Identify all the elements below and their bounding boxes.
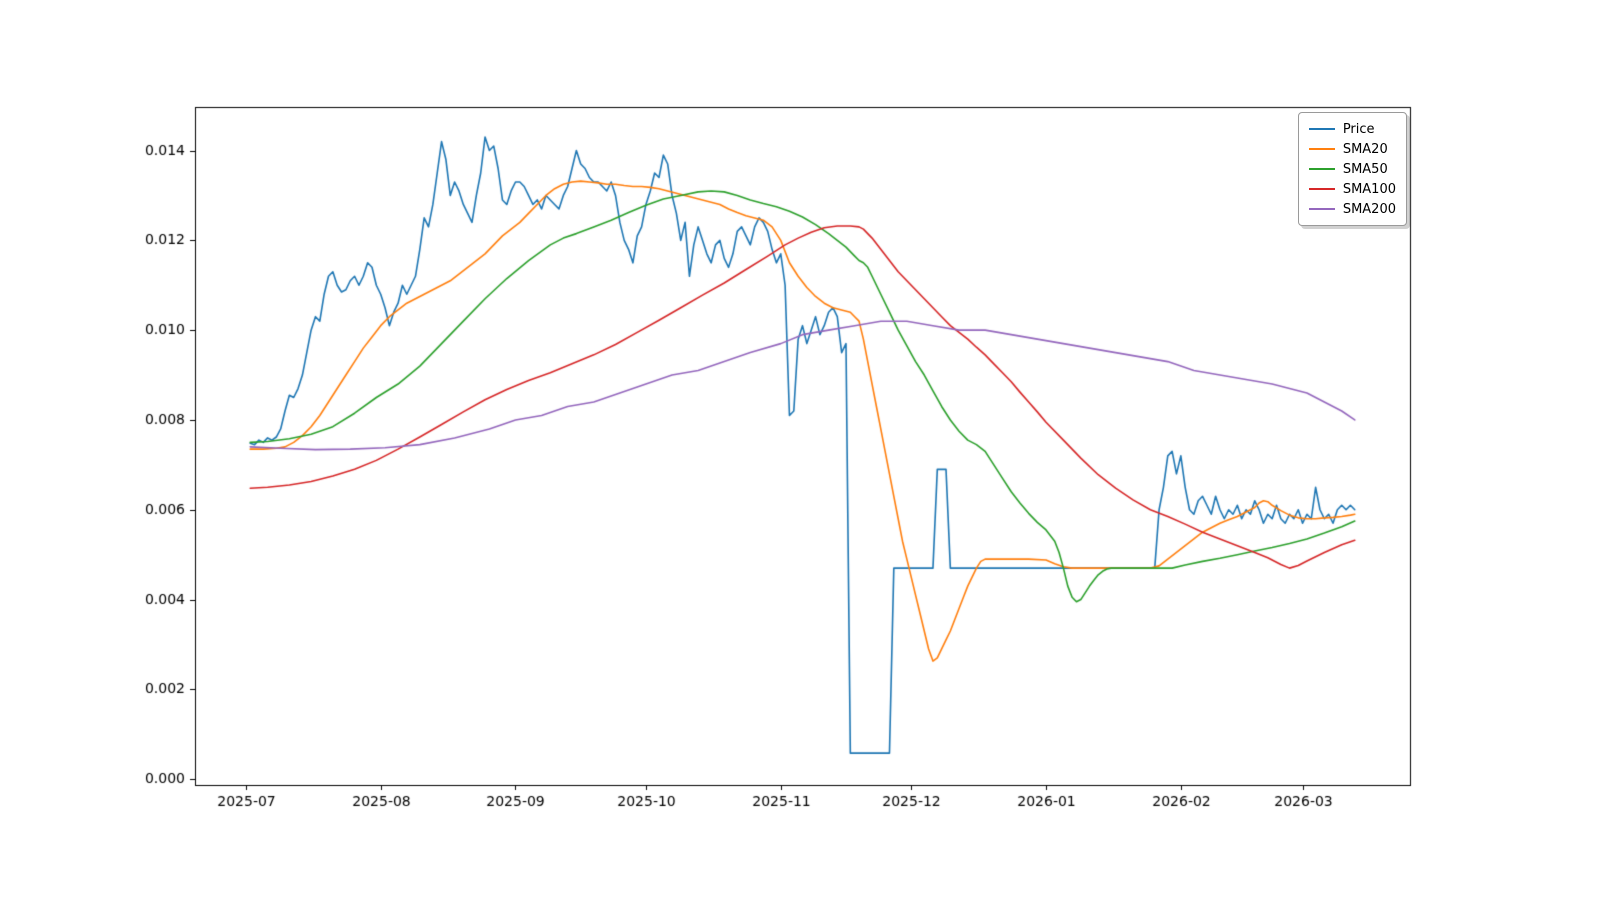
- legend-entry-sma20: SMA20: [1308, 139, 1396, 159]
- legend-label-sma200: SMA200: [1342, 201, 1396, 217]
- legend-label-sma50: SMA50: [1342, 161, 1388, 177]
- legend-entry-sma100: SMA100: [1308, 179, 1396, 199]
- legend-label-sma100: SMA100: [1342, 181, 1396, 197]
- legend: Price SMA20 SMA50 SMA100 SMA200: [1297, 112, 1407, 226]
- sma50-line-swatch: [1308, 168, 1335, 170]
- sma200-line-swatch: [1308, 208, 1335, 210]
- sma20-line-swatch: [1308, 148, 1335, 150]
- price-line-swatch: [1308, 128, 1335, 130]
- legend-label-price: Price: [1342, 121, 1375, 137]
- legend-entry-sma200: SMA200: [1308, 199, 1396, 219]
- legend-label-sma20: SMA20: [1342, 141, 1388, 157]
- sma100-line-swatch: [1308, 188, 1335, 190]
- legend-entry-price: Price: [1308, 119, 1396, 139]
- legend-entry-sma50: SMA50: [1308, 159, 1396, 179]
